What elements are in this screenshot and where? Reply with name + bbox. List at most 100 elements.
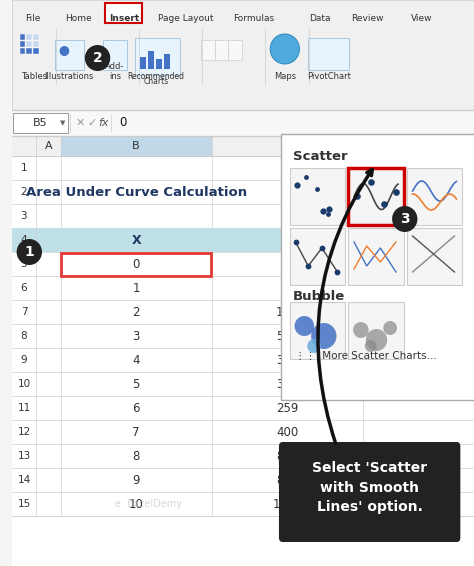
- Circle shape: [294, 316, 314, 336]
- Text: 4: 4: [132, 354, 140, 367]
- Text: 27: 27: [280, 281, 295, 294]
- Text: Formulas: Formulas: [233, 14, 274, 23]
- Text: Scatter: Scatter: [292, 150, 347, 163]
- Text: 3: 3: [400, 212, 410, 226]
- Text: 10: 10: [128, 498, 144, 511]
- Text: 2: 2: [132, 306, 140, 319]
- Point: [334, 268, 341, 277]
- Text: Charts: Charts: [144, 77, 169, 86]
- Text: 9: 9: [21, 355, 27, 365]
- Text: 1: 1: [132, 281, 140, 294]
- Circle shape: [365, 340, 376, 352]
- FancyBboxPatch shape: [12, 136, 474, 156]
- Text: Home: Home: [65, 14, 91, 23]
- Text: 5: 5: [21, 259, 27, 269]
- Text: 7: 7: [132, 426, 140, 439]
- Text: Area Under Curve Calculation: Area Under Curve Calculation: [26, 186, 246, 199]
- Text: ▼: ▼: [60, 120, 65, 126]
- Text: 9: 9: [132, 474, 140, 487]
- Text: 6: 6: [21, 283, 27, 293]
- FancyBboxPatch shape: [55, 40, 84, 70]
- Text: ⋮⋮  More Scatter Charts...: ⋮⋮ More Scatter Charts...: [294, 351, 436, 361]
- Point: [325, 205, 333, 214]
- FancyBboxPatch shape: [281, 134, 474, 400]
- FancyBboxPatch shape: [348, 168, 404, 225]
- FancyBboxPatch shape: [33, 41, 39, 47]
- FancyBboxPatch shape: [201, 40, 215, 60]
- Text: 8: 8: [132, 449, 140, 462]
- Text: 10: 10: [280, 258, 295, 271]
- Text: 11: 11: [18, 403, 30, 413]
- Circle shape: [307, 339, 321, 353]
- Text: Y: Y: [283, 234, 292, 247]
- FancyBboxPatch shape: [33, 48, 39, 54]
- Circle shape: [311, 323, 337, 349]
- FancyBboxPatch shape: [148, 51, 154, 69]
- Text: 8: 8: [21, 331, 27, 341]
- Text: ✕: ✕: [75, 118, 85, 128]
- FancyBboxPatch shape: [290, 168, 345, 225]
- FancyBboxPatch shape: [135, 38, 181, 75]
- FancyBboxPatch shape: [407, 168, 462, 225]
- Text: 6: 6: [132, 401, 140, 414]
- FancyBboxPatch shape: [156, 59, 162, 69]
- Text: Add-
ins: Add- ins: [105, 62, 125, 81]
- FancyBboxPatch shape: [348, 228, 404, 285]
- Text: 4: 4: [21, 235, 27, 245]
- Text: 3: 3: [132, 329, 140, 342]
- Text: 3: 3: [21, 211, 27, 221]
- Text: File: File: [26, 14, 41, 23]
- FancyBboxPatch shape: [12, 136, 474, 566]
- FancyBboxPatch shape: [19, 48, 26, 54]
- Text: 7: 7: [21, 307, 27, 317]
- Text: 1111: 1111: [272, 498, 302, 511]
- Point: [292, 238, 299, 247]
- Text: fx: fx: [98, 118, 109, 128]
- FancyBboxPatch shape: [103, 40, 127, 70]
- Text: 13: 13: [18, 451, 30, 461]
- Text: Review: Review: [351, 14, 384, 23]
- Text: 2: 2: [21, 187, 27, 197]
- FancyBboxPatch shape: [27, 41, 32, 47]
- Text: 5: 5: [132, 378, 140, 391]
- Text: 259: 259: [276, 401, 299, 414]
- FancyBboxPatch shape: [27, 34, 32, 40]
- Text: C: C: [283, 141, 291, 151]
- FancyBboxPatch shape: [215, 40, 228, 60]
- Text: View: View: [410, 14, 432, 23]
- FancyBboxPatch shape: [228, 40, 242, 60]
- Point: [353, 191, 361, 200]
- Text: 340: 340: [276, 378, 298, 391]
- Text: B5: B5: [33, 118, 47, 128]
- FancyBboxPatch shape: [61, 136, 212, 156]
- FancyBboxPatch shape: [290, 228, 345, 285]
- Text: 345: 345: [276, 354, 298, 367]
- Text: Bubble: Bubble: [292, 290, 345, 303]
- Text: 12: 12: [18, 427, 30, 437]
- Text: 800: 800: [276, 449, 298, 462]
- Text: 10: 10: [18, 379, 30, 389]
- Circle shape: [60, 46, 69, 56]
- FancyBboxPatch shape: [12, 228, 474, 252]
- Point: [392, 187, 400, 196]
- Text: Page Layout: Page Layout: [157, 14, 213, 23]
- Text: B: B: [132, 141, 140, 151]
- FancyBboxPatch shape: [33, 34, 39, 40]
- Circle shape: [353, 322, 369, 338]
- Point: [324, 209, 332, 218]
- FancyBboxPatch shape: [212, 228, 363, 252]
- Text: 14: 14: [18, 475, 30, 485]
- FancyBboxPatch shape: [19, 41, 26, 47]
- Text: 15: 15: [18, 499, 30, 509]
- FancyBboxPatch shape: [140, 57, 146, 69]
- Text: e  ExcelDemy: e ExcelDemy: [115, 499, 182, 509]
- FancyBboxPatch shape: [164, 54, 170, 69]
- Text: Recommended: Recommended: [128, 72, 184, 81]
- Text: 400: 400: [276, 426, 298, 439]
- Point: [293, 181, 301, 190]
- Text: Maps: Maps: [274, 72, 296, 81]
- Text: Insert: Insert: [109, 14, 139, 23]
- FancyBboxPatch shape: [27, 48, 32, 54]
- Text: Data: Data: [309, 14, 331, 23]
- FancyBboxPatch shape: [12, 0, 474, 110]
